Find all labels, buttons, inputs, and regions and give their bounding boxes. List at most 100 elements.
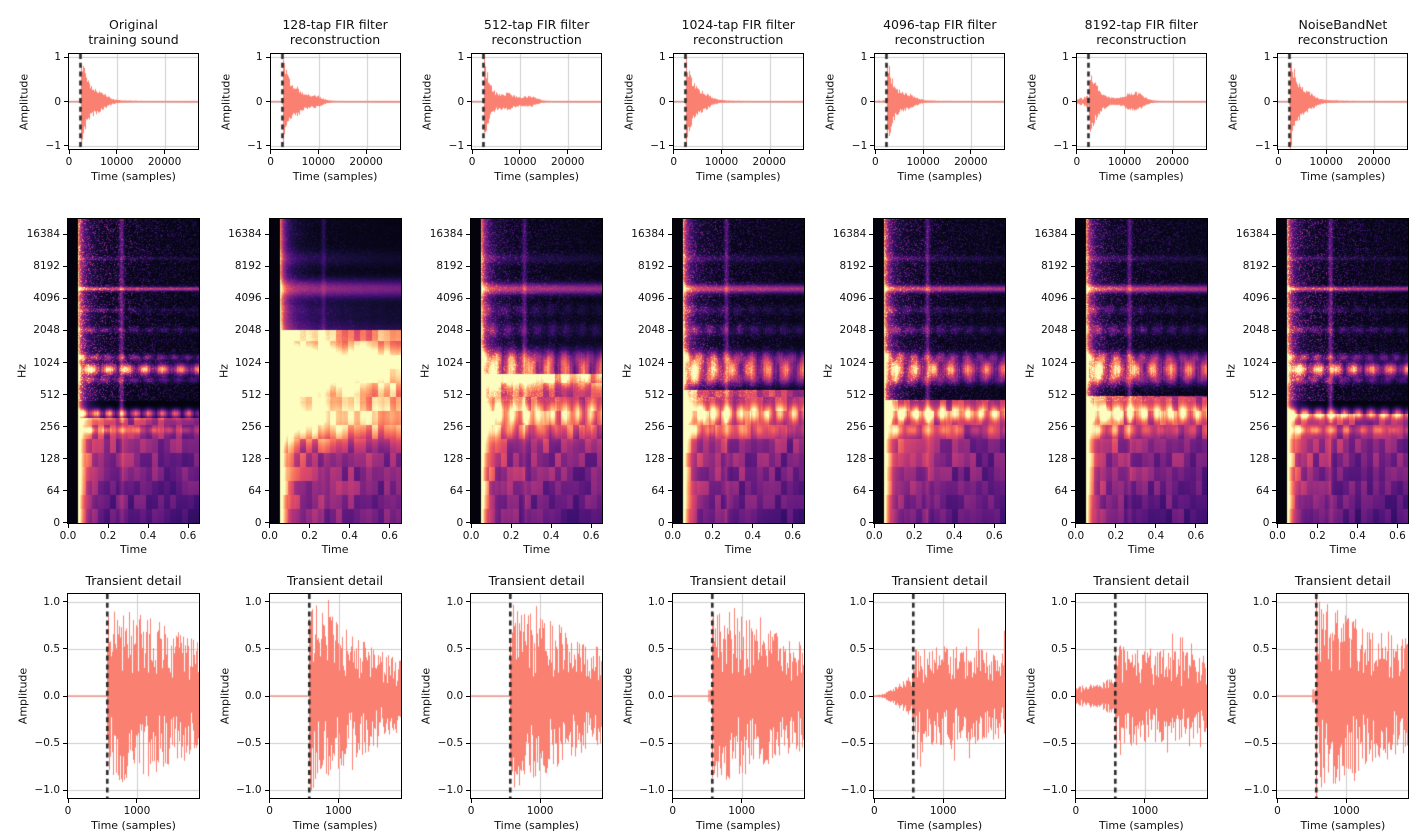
y-tick-label: 1024 — [839, 356, 867, 369]
y-tick-mark — [869, 742, 874, 744]
y-tick-mark — [264, 490, 269, 492]
x-tick-label: 10000 — [301, 156, 336, 168]
waveform-plot: 1024-tap FIR filter reconstruction 1 0 −1 0 10… — [622, 17, 804, 183]
x-tick-label: 20000 — [954, 156, 988, 168]
y-tick-mark — [466, 233, 471, 235]
y-tick-mark — [466, 789, 471, 791]
y-tick-label: 2048 — [637, 324, 665, 337]
transient-plot: Transient detail 1.0 0.5 0.0 −0.5 −1.0 0 1000 Am… — [823, 573, 1007, 832]
y-tick-mark — [667, 297, 672, 299]
x-tick-mark — [874, 150, 876, 154]
column-fir-1024: 1024-tap FIR filter reconstruction 1 0 −1 0 10… — [605, 0, 807, 836]
column-original: Original training sound 1 0 −1 0 10000 20000 Amp… — [0, 0, 202, 836]
plot-title-line: 128-tap FIR filter — [282, 17, 388, 32]
plot-title: Transient detail — [690, 573, 787, 588]
y-tick-label: −1.0 — [236, 784, 262, 797]
x-tick-mark — [567, 150, 569, 154]
y-tick-label: 0 — [1062, 95, 1069, 108]
spectrogram-plot: 16384 8192 4096 2048 1024 512 256 128 64 0 0.0 0.2 0… — [16, 218, 200, 556]
y-tick-mark — [869, 458, 874, 460]
x-tick-label: 0 — [1072, 805, 1080, 817]
spectrogram-plot: 16384 8192 4096 2048 1024 512 256 128 64 0 0.0 0.2 0… — [620, 218, 805, 556]
y-tick-label: 0.5 — [1252, 642, 1270, 655]
y-tick-label: 0.5 — [849, 642, 867, 655]
y-tick-mark — [466, 362, 471, 364]
transient-plot-canvas — [672, 594, 804, 798]
x-tick-mark — [136, 799, 138, 803]
y-tick-mark — [264, 742, 269, 744]
waveform-plot: Original training sound 1 0 −1 0 10000 20000 Amp… — [18, 17, 199, 183]
column-noisebandnet: NoiseBandNet reconstruction 1 0 −1 0 10000 2000… — [1209, 0, 1411, 836]
y-tick-label: 0.5 — [43, 642, 60, 655]
y-tick-label: −1 — [650, 139, 666, 152]
x-axis-label: Time — [1127, 543, 1155, 556]
y-tick-label: 1.0 — [1051, 595, 1068, 608]
y-tick-label: 1.0 — [849, 595, 867, 608]
y-tick-mark — [1070, 789, 1075, 791]
y-tick-label: 1 — [1263, 51, 1271, 64]
y-tick-label: 256 — [241, 420, 262, 433]
x-tick-mark — [539, 799, 541, 803]
y-axis-label: Amplitude — [1225, 667, 1239, 725]
y-tick-mark — [1070, 265, 1075, 267]
transient-plot: Transient detail 1.0 0.5 0.0 −0.5 −1.0 0 1000 Am… — [420, 573, 604, 832]
x-tick-label: 0.2 — [1107, 530, 1125, 542]
x-tick-mark — [1144, 799, 1146, 803]
y-tick-label: 8192 — [234, 260, 262, 273]
y-tick-label: 16384 — [1034, 228, 1068, 241]
y-tick-mark — [264, 695, 269, 697]
spectrogram-plot-canvas — [269, 219, 401, 523]
y-tick-mark — [667, 394, 672, 396]
x-tick-label: 0.6 — [1187, 530, 1205, 542]
y-axis-label: Amplitude — [1025, 73, 1039, 130]
y-tick-mark — [63, 458, 67, 460]
x-tick-label: 0 — [871, 156, 879, 168]
y-tick-mark — [869, 789, 874, 791]
y-tick-mark — [1070, 490, 1075, 492]
y-tick-mark — [264, 265, 269, 267]
x-tick-mark — [953, 524, 955, 528]
y-tick-mark — [667, 233, 672, 235]
y-tick-mark — [667, 490, 672, 492]
y-tick-label: 1 — [659, 51, 666, 64]
y-tick-label: 1024 — [637, 356, 665, 369]
x-tick-mark — [672, 524, 674, 528]
x-tick-mark — [147, 524, 149, 528]
y-tick-mark — [869, 394, 874, 396]
y-axis-label: Amplitude — [1024, 667, 1038, 725]
x-tick-label: 0.6 — [381, 530, 398, 542]
x-tick-label: 10000 — [704, 156, 739, 168]
y-tick-label: 4096 — [436, 292, 464, 305]
y-tick-mark — [1272, 648, 1277, 650]
x-tick-mark — [270, 150, 272, 154]
x-tick-mark — [164, 150, 166, 154]
x-tick-label: 0 — [1073, 156, 1081, 168]
y-tick-mark — [1272, 329, 1277, 331]
plot-title: Transient detail — [488, 573, 585, 588]
plot-title: Transient detail — [287, 573, 384, 588]
y-tick-mark — [667, 522, 672, 524]
y-tick-label: 1 — [860, 51, 868, 64]
x-tick-mark — [1276, 799, 1278, 803]
x-axis-label: Time — [120, 543, 147, 556]
x-tick-label: 0 — [670, 156, 678, 168]
y-tick-label: −0.5 — [639, 737, 665, 750]
x-tick-label: 0.2 — [301, 530, 318, 542]
y-tick-mark — [1070, 297, 1075, 299]
y-tick-label: 512 — [39, 388, 60, 401]
y-tick-mark — [64, 101, 68, 102]
y-tick-label: 128 — [443, 452, 464, 465]
y-tick-label: 512 — [1047, 388, 1068, 401]
y-tick-label: 0 — [457, 95, 465, 108]
y-tick-mark — [1272, 265, 1277, 267]
y-axis-label: Hz — [418, 363, 432, 379]
y-tick-label: −0.5 — [34, 737, 61, 750]
y-tick-mark — [667, 329, 672, 331]
x-tick-mark — [1115, 524, 1117, 528]
plot-title: 1024-tap FIR filter reconstruction — [682, 17, 795, 47]
x-tick-mark — [269, 524, 271, 528]
y-tick-mark — [466, 297, 471, 299]
x-tick-label: 0.0 — [59, 530, 77, 542]
x-tick-mark — [1124, 150, 1126, 154]
x-tick-label: 0 — [267, 156, 274, 168]
